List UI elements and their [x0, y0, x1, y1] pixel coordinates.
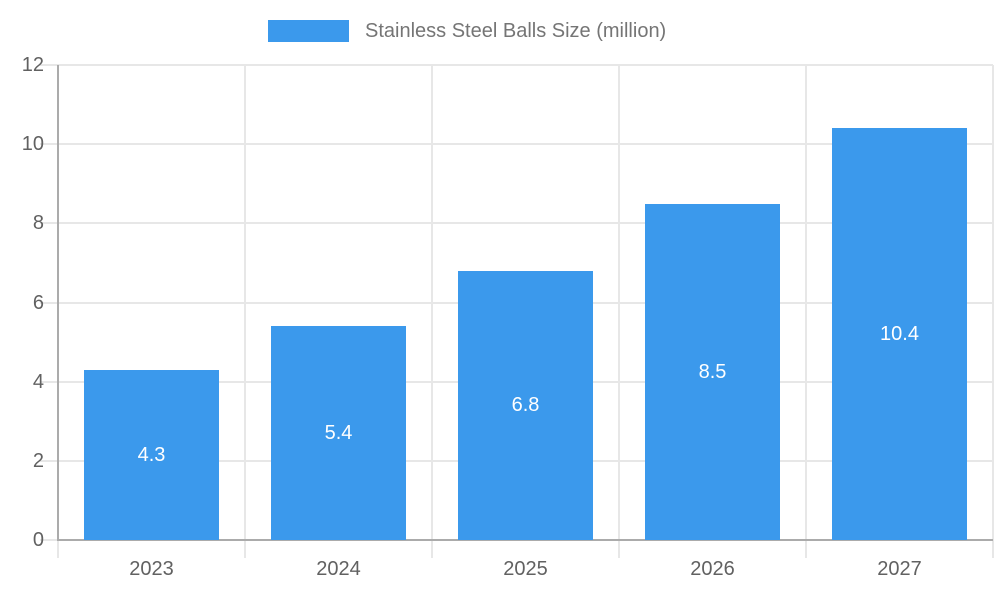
legend-label: Stainless Steel Balls Size (million): [365, 20, 667, 42]
y-axis-tick-label: 4: [32, 370, 44, 393]
x-axis-baseline: [57, 539, 993, 541]
grid-line-vertical: [992, 65, 994, 558]
y-axis-tick-label: 2: [32, 449, 44, 472]
grid-line-horizontal: [40, 222, 993, 225]
y-axis-tick-label: 0: [32, 529, 44, 551]
grid-line-horizontal: [40, 143, 993, 146]
grid-line-vertical: [618, 65, 620, 558]
y-axis-tick-label: 10: [21, 133, 44, 156]
bar-value-label: 8.5: [698, 360, 727, 383]
bar-value-label: 6.8: [511, 394, 540, 417]
bar-value-label: 10.4: [880, 323, 919, 346]
y-axis-tick-label: 6: [32, 291, 44, 314]
bar[interactable]: [84, 369, 219, 540]
x-axis-tick-label: 2024: [316, 558, 361, 580]
y-axis-line: [57, 65, 59, 540]
grid-line-vertical: [244, 65, 246, 558]
grid-line-vertical: [431, 65, 433, 558]
x-axis-tick-label: 2023: [129, 558, 174, 580]
bar[interactable]: [645, 203, 780, 540]
y-axis-tick-label: 12: [21, 54, 44, 76]
x-axis-tick-label: 2025: [503, 558, 548, 580]
bar-value-label: 5.4: [324, 422, 353, 445]
bar[interactable]: [458, 270, 593, 540]
x-axis-tick-label: 2027: [877, 558, 922, 580]
bar-value-label: 4.3: [137, 443, 166, 466]
bar[interactable]: [271, 326, 406, 540]
legend-swatch: [268, 20, 349, 42]
x-axis-tick-label: 2026: [690, 558, 735, 580]
bar[interactable]: [832, 128, 967, 540]
grid-line-horizontal: [40, 64, 993, 66]
y-axis-tick-label: 8: [32, 212, 44, 235]
grid-line-vertical: [805, 65, 807, 558]
